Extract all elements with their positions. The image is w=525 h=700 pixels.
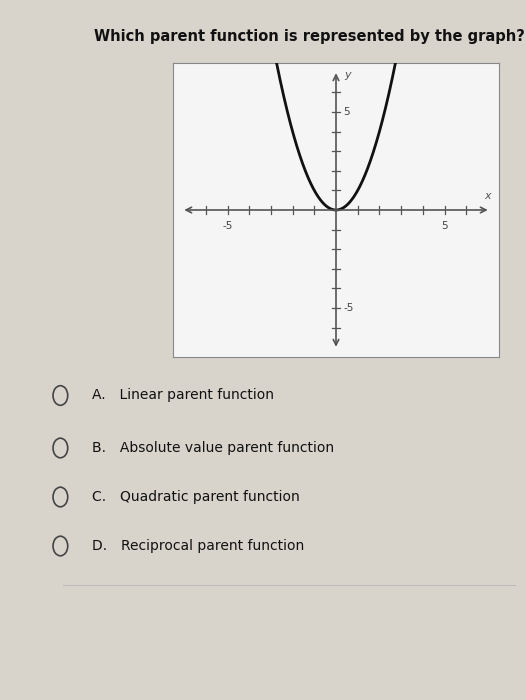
Text: 5: 5 [343,107,350,117]
Text: C. Quadratic parent function: C. Quadratic parent function [92,490,300,504]
Text: 5: 5 [441,220,448,231]
Text: -5: -5 [343,303,354,313]
Text: x: x [484,191,491,201]
Text: B. Absolute value parent function: B. Absolute value parent function [92,441,334,455]
Text: -5: -5 [222,220,233,231]
Text: A. Linear parent function: A. Linear parent function [92,389,274,402]
Text: D. Reciprocal parent function: D. Reciprocal parent function [92,539,304,553]
Text: y: y [345,70,351,80]
Text: Which parent function is represented by the graph?: Which parent function is represented by … [94,29,525,44]
